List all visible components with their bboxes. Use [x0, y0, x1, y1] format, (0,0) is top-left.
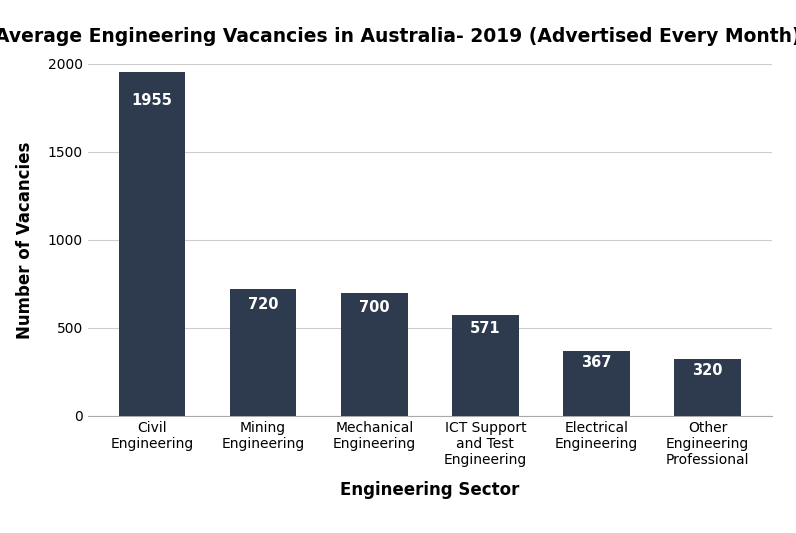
Y-axis label: Number of Vacancies: Number of Vacancies: [16, 141, 33, 338]
Text: 700: 700: [359, 300, 389, 315]
Text: 320: 320: [693, 363, 723, 378]
Bar: [119, 72, 185, 416]
Text: 571: 571: [470, 321, 501, 336]
Text: 367: 367: [581, 355, 611, 370]
Bar: [564, 351, 630, 416]
Text: 1955: 1955: [131, 93, 173, 108]
Text: 720: 720: [248, 297, 279, 312]
Bar: [452, 316, 519, 416]
Bar: [230, 289, 296, 416]
Bar: [341, 293, 408, 416]
X-axis label: Engineering Sector: Engineering Sector: [340, 481, 520, 499]
Bar: [674, 359, 741, 416]
Text: Average Engineering Vacancies in Australia- 2019 (Advertised Every Month): Average Engineering Vacancies in Austral…: [0, 27, 796, 46]
